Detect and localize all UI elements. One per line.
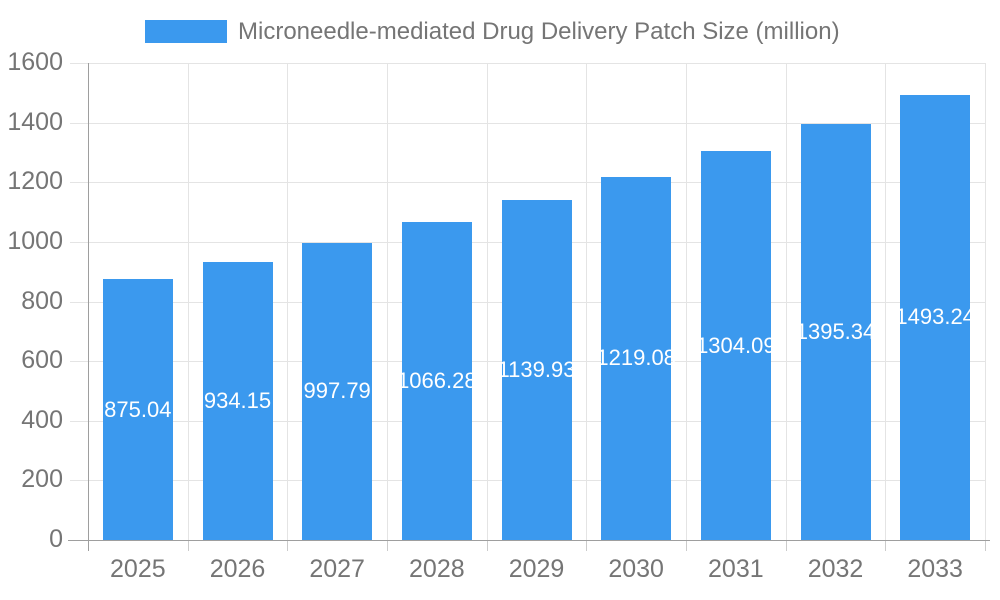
x-axis-label: 2030 — [608, 555, 664, 583]
bar-value-label: 875.04 — [104, 396, 172, 422]
x-gridline — [686, 63, 687, 540]
x-axis-label: 2027 — [309, 555, 365, 583]
y-gridline — [88, 63, 985, 64]
y-axis-tick — [70, 182, 88, 184]
y-axis-tick — [70, 301, 88, 303]
bar-value-label: 1219.08 — [596, 345, 676, 371]
y-axis-tick — [70, 63, 88, 64]
x-gridline — [586, 63, 588, 540]
chart-legend[interactable]: Microneedle-mediated Drug Delivery Patch… — [145, 17, 840, 45]
bar-2028[interactable] — [401, 222, 472, 540]
y-axis-tick — [70, 480, 88, 482]
y-axis-label: 0 — [49, 525, 63, 553]
bar-value-label: 1493.24 — [895, 304, 975, 330]
y-axis-label: 400 — [21, 405, 63, 434]
y-axis-label: 1400 — [7, 107, 63, 136]
x-gridline — [785, 63, 787, 540]
x-axis-label: 2026 — [209, 555, 266, 583]
y-axis-label: 1600 — [7, 48, 63, 76]
bar-value-label: 1066.28 — [397, 368, 477, 394]
y-axis-tick — [70, 420, 88, 422]
y-axis-label: 800 — [21, 286, 63, 315]
bar-2026[interactable] — [202, 261, 273, 540]
x-axis-tick — [785, 540, 787, 551]
x-axis-line — [68, 540, 990, 541]
bar-2025[interactable] — [102, 279, 173, 540]
y-axis-label: 600 — [21, 346, 63, 375]
x-gridline — [287, 63, 289, 540]
x-axis-label: 2031 — [708, 555, 764, 583]
x-axis-label: 2025 — [110, 555, 166, 583]
y-axis-tick — [70, 241, 88, 243]
y-axis-label: 200 — [21, 465, 63, 494]
x-axis-tick — [387, 540, 388, 551]
plot-area: 0 200 400 600 800 1000 1200 1400 1600 875.04 2025 9… — [7, 50, 990, 582]
y-gridline — [88, 182, 985, 184]
x-gridline — [387, 63, 388, 540]
y-gridline — [88, 122, 985, 124]
bar-2030[interactable] — [601, 176, 672, 540]
y-axis-label: 1000 — [7, 226, 63, 255]
bar-2029[interactable] — [501, 200, 572, 540]
y-axis-line — [88, 63, 89, 551]
legend-label: Microneedle-mediated Drug Delivery Patch… — [238, 17, 840, 45]
bar-value-label: 1139.93 — [497, 357, 576, 383]
x-axis-tick — [686, 540, 687, 551]
x-axis-tick — [187, 540, 189, 551]
bar-2027[interactable] — [302, 242, 373, 540]
y-axis-tick — [70, 361, 88, 363]
bar-value-label: 1395.34 — [795, 319, 876, 345]
x-gridline — [985, 63, 986, 540]
bar-2032[interactable] — [800, 124, 871, 540]
bar-value-label: 997.79 — [303, 378, 371, 404]
bar-value-label: 1304.09 — [696, 332, 776, 358]
x-axis-label: 2032 — [807, 555, 864, 583]
y-axis-tick — [70, 122, 88, 124]
x-axis-label: 2029 — [508, 555, 565, 583]
x-axis-label: 2028 — [409, 555, 465, 583]
x-gridline — [885, 63, 887, 540]
x-axis-tick — [985, 540, 986, 551]
x-axis-tick — [287, 540, 289, 551]
legend-swatch — [145, 20, 227, 43]
bar-value-label: 934.15 — [203, 387, 272, 413]
x-gridline — [187, 63, 189, 540]
x-axis-tick — [885, 540, 887, 551]
x-axis-tick — [486, 540, 488, 551]
x-axis-tick — [586, 540, 588, 551]
x-axis-label: 2033 — [907, 555, 963, 583]
bar-2031[interactable] — [700, 151, 771, 540]
y-axis-label: 1200 — [7, 167, 63, 196]
bar-2033[interactable] — [900, 94, 971, 540]
x-gridline — [486, 63, 488, 540]
